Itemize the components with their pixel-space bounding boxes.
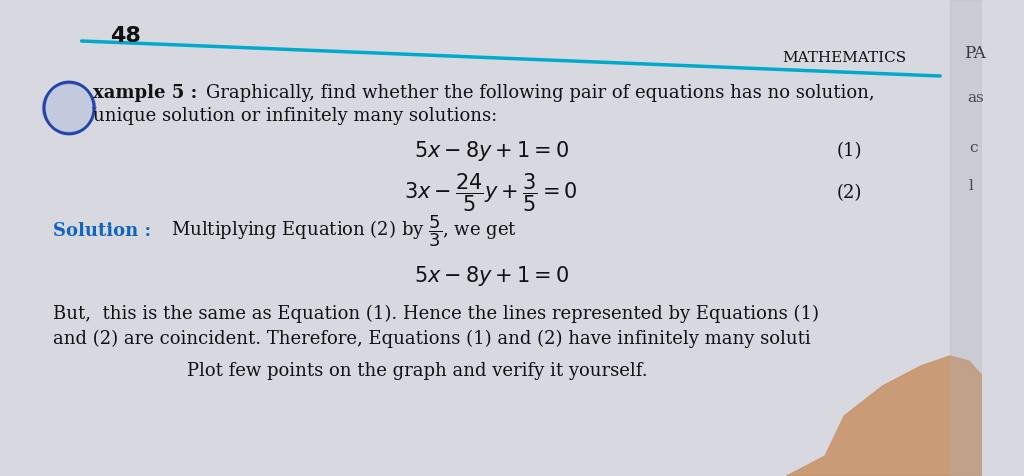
Polygon shape <box>786 356 982 476</box>
Text: Solution :: Solution : <box>53 222 151 240</box>
Text: Plot few points on the graph and verify it yourself.: Plot few points on the graph and verify … <box>187 362 648 380</box>
Text: l: l <box>969 179 974 193</box>
Circle shape <box>45 83 93 133</box>
Text: c: c <box>969 141 978 155</box>
Text: $3x - \dfrac{24}{5}y + \dfrac{3}{5} = 0$: $3x - \dfrac{24}{5}y + \dfrac{3}{5} = 0$ <box>404 172 579 214</box>
Text: PA: PA <box>965 46 986 62</box>
Text: $5x - 8y + 1 = 0$: $5x - 8y + 1 = 0$ <box>414 264 568 288</box>
Text: and (2) are coincident. Therefore, Equations (1) and (2) have infinitely many so: and (2) are coincident. Therefore, Equat… <box>53 330 811 348</box>
Text: (2): (2) <box>837 184 861 202</box>
Text: unique solution or infinitely many solutions:: unique solution or infinitely many solut… <box>93 107 498 125</box>
Text: xample 5 :: xample 5 : <box>93 84 198 102</box>
Text: Multiplying Equation (2) by $\dfrac{5}{3}$, we get: Multiplying Equation (2) by $\dfrac{5}{3… <box>171 213 516 249</box>
Text: (1): (1) <box>837 142 862 160</box>
Polygon shape <box>949 0 982 476</box>
Text: 48: 48 <box>111 26 141 46</box>
Text: Graphically, find whether the following pair of equations has no solution,: Graphically, find whether the following … <box>206 84 874 102</box>
Text: MATHEMATICS: MATHEMATICS <box>782 51 906 65</box>
Text: But,  this is the same as Equation (1). Hence the lines represented by Equations: But, this is the same as Equation (1). H… <box>53 305 819 323</box>
Text: as: as <box>967 91 984 105</box>
Text: $5x - 8y + 1 = 0$: $5x - 8y + 1 = 0$ <box>414 139 568 163</box>
